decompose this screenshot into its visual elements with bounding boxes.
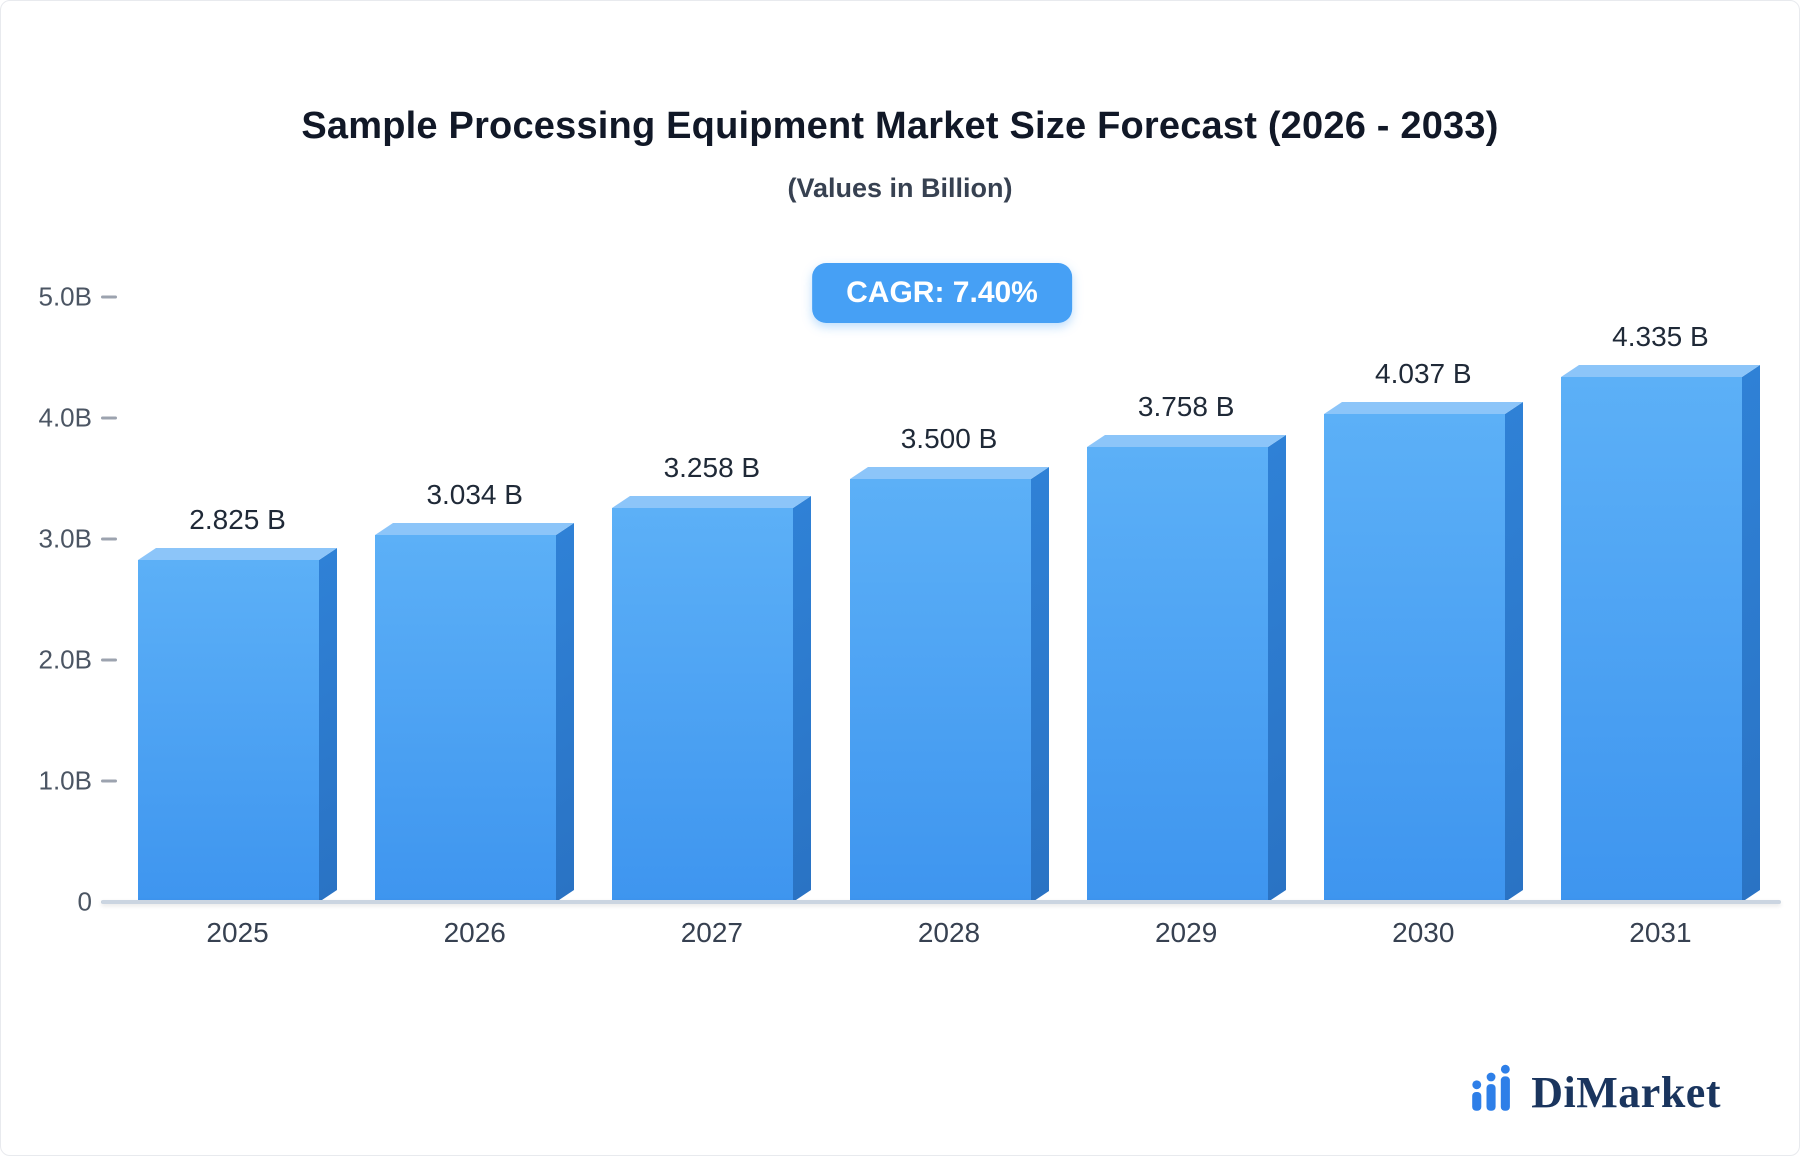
y-tick-mark <box>101 416 117 420</box>
y-tick-mark <box>101 658 117 662</box>
chart-title: Sample Processing Equipment Market Size … <box>301 105 1499 147</box>
bar-value-label: 3.758 B <box>1137 391 1235 423</box>
bar-value-label: 3.258 B <box>663 451 761 483</box>
cagr-badge: CAGR: 7.40% <box>812 263 1072 323</box>
y-tick-label: 0 <box>77 886 92 917</box>
bar-side-face <box>1030 466 1049 902</box>
bar-2027 <box>612 495 812 902</box>
bar-top-face <box>1086 435 1286 448</box>
bar-top-face <box>849 466 1049 479</box>
bar-value-label: 3.034 B <box>426 478 523 510</box>
plot-area: 2.825 B 3.034 B 3.258 B 3.500 B 3.758 B 4.037… <box>119 297 1779 902</box>
bar-2028 <box>849 466 1049 902</box>
bar-top-face <box>1560 365 1760 378</box>
bar-value-label: 3.500 B <box>900 422 998 454</box>
x-tick-label: 2030 <box>1392 917 1455 948</box>
y-tick-mark <box>101 779 117 783</box>
bar-value-label: 2.825 B <box>189 504 286 536</box>
x-tick-label: 2029 <box>1154 917 1218 948</box>
bar-side-face <box>556 522 575 902</box>
y-tick-mark <box>101 295 117 299</box>
bar-side-face <box>1267 435 1286 902</box>
bar-side-face <box>1741 365 1760 902</box>
x-axis-baseline <box>101 900 1781 904</box>
y-tick: 2.0B <box>38 644 117 676</box>
x-tick-label: 2026 <box>443 917 506 948</box>
bar-top-face <box>138 548 338 561</box>
y-tick: 1.0B <box>38 765 117 797</box>
bar-2029 <box>1086 435 1286 902</box>
x-tick-label: 2031 <box>1629 917 1692 948</box>
y-tick-label: 5.0B <box>38 281 93 312</box>
bar-side-face <box>793 495 812 902</box>
x-tick-label: 2025 <box>206 917 269 948</box>
y-tick-label: 1.0B <box>38 765 93 796</box>
y-axis: 0 1.0B 2.0B 3.0B 4.0B 5.0B <box>21 282 117 917</box>
x-tick-label: 2027 <box>680 917 743 948</box>
bar-value-label: 4.335 B <box>1612 321 1709 353</box>
y-tick-label: 4.0B <box>38 402 93 433</box>
bar-2026 <box>375 522 575 902</box>
x-tick-label: 2028 <box>917 917 981 948</box>
bar-side-face <box>319 548 338 902</box>
bar-2031 <box>1560 365 1760 902</box>
chart-subtitle: (Values in Billion) <box>787 173 1013 203</box>
brand-logo-text: DiMarket <box>1531 1068 1721 1117</box>
y-tick: 5.0B <box>38 281 117 313</box>
bar-value-label: 4.037 B <box>1375 357 1472 389</box>
bar-top-face <box>1323 401 1523 414</box>
bar-top-face <box>612 495 812 508</box>
bar-2030 <box>1323 401 1523 902</box>
bar-side-face <box>1504 401 1523 902</box>
bar-top-face <box>375 522 575 535</box>
y-tick: 4.0B <box>38 402 117 434</box>
y-tick: 3.0B <box>38 523 117 555</box>
y-tick-label: 2.0B <box>38 644 93 675</box>
y-tick-mark <box>101 537 117 541</box>
y-tick-label: 3.0B <box>38 523 93 554</box>
brand-logo: DiMarket <box>1467 1064 1721 1121</box>
bar-chart-logo-icon <box>1467 1064 1519 1121</box>
x-axis: 2025 2026 2027 2028 2029 2030 2031 <box>119 917 1779 957</box>
bar-2025 <box>138 548 338 902</box>
